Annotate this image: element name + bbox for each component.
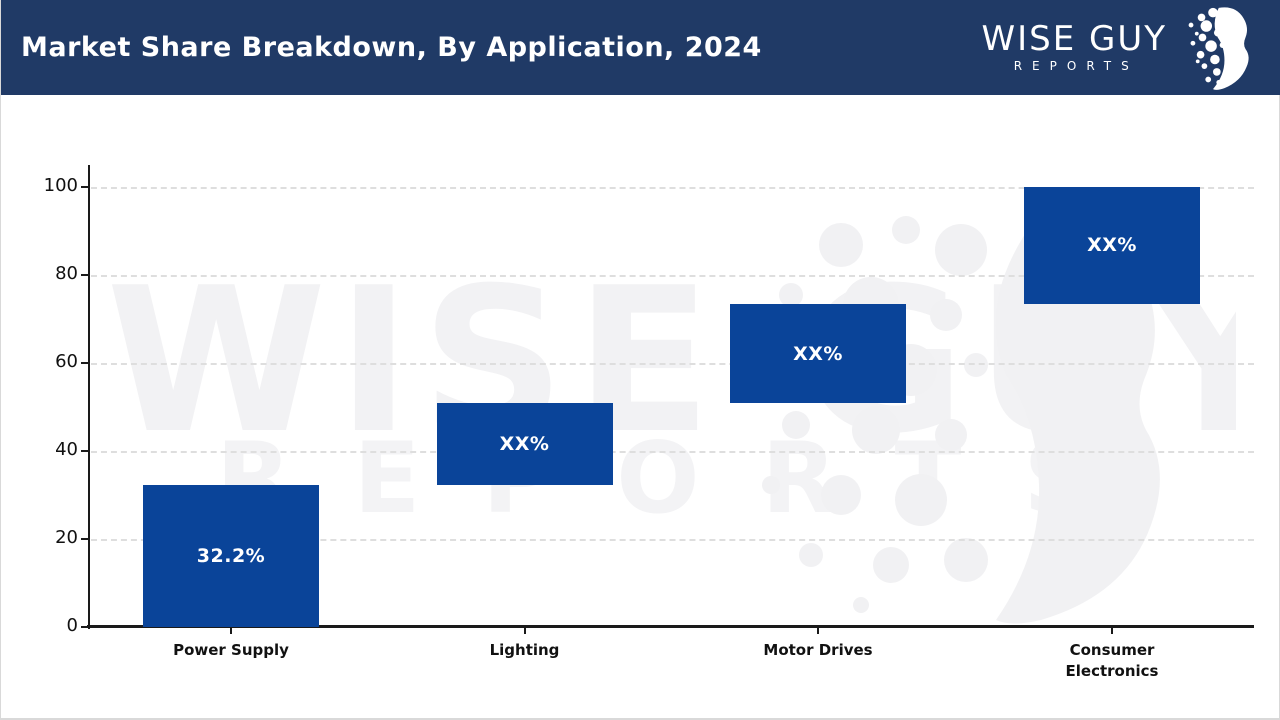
gridline-60 (91, 362, 1254, 365)
y-tick-40 (81, 449, 89, 452)
y-tick-label: 80 (55, 262, 78, 284)
category-label: Consumer Electronics (1065, 641, 1159, 680)
y-tick-label: 100 (43, 174, 78, 196)
waterfall-bar-2: XX% (436, 403, 613, 486)
logo-subtitle: REPORTS (1013, 59, 1139, 73)
y-tick-100 (81, 185, 89, 188)
x-tick-4 (1111, 628, 1113, 634)
y-tick-20 (81, 537, 89, 540)
bar-value-label: 32.2% (196, 545, 266, 568)
y-tick-label: 20 (55, 526, 78, 548)
category-label: Motor Drives (763, 641, 873, 659)
x-axis-line (87, 625, 1254, 628)
bar-value-label: XX% (499, 433, 550, 456)
y-tick-60 (81, 361, 89, 364)
waterfall-bar-1: 32.2% (143, 485, 319, 627)
gridline-80 (91, 274, 1254, 277)
waterfall-bar-4: XX% (1024, 186, 1200, 305)
y-axis-line (88, 165, 90, 629)
bar-value-label: XX% (793, 342, 843, 365)
y-tick-0 (81, 626, 89, 628)
waterfall-bar-3: XX% (730, 304, 906, 404)
y-tick-label: 0 (66, 615, 78, 636)
wise-guy-logo: WISE GUY REPORTS (981, 5, 1253, 91)
header-bar: Market Share Breakdown, By Application, … (1, 0, 1280, 95)
y-tick-label: 40 (55, 438, 78, 460)
y-tick-80 (81, 273, 89, 276)
waterfall-chart: 0 20 40 60 80 100 32.2% Power Supply XX% Lighting… (1, 95, 1280, 720)
x-tick-1 (230, 628, 232, 634)
x-tick-2 (523, 628, 526, 634)
gridline-20 (91, 538, 1254, 541)
category-label: Lighting (489, 641, 560, 659)
bar-value-label: XX% (1087, 234, 1137, 257)
gridline-100 (91, 186, 1254, 189)
logo-wordmark: WISE GUY (981, 19, 1167, 59)
x-tick-3 (817, 628, 819, 634)
logo-face-icon (1188, 6, 1249, 90)
gridline-40 (91, 450, 1254, 453)
y-tick-label: 60 (55, 350, 78, 372)
chart-title: Market Share Breakdown, By Application, … (21, 32, 762, 63)
category-label: Power Supply (173, 641, 289, 659)
logo-text: WISE GUY REPORTS (981, 22, 1167, 73)
